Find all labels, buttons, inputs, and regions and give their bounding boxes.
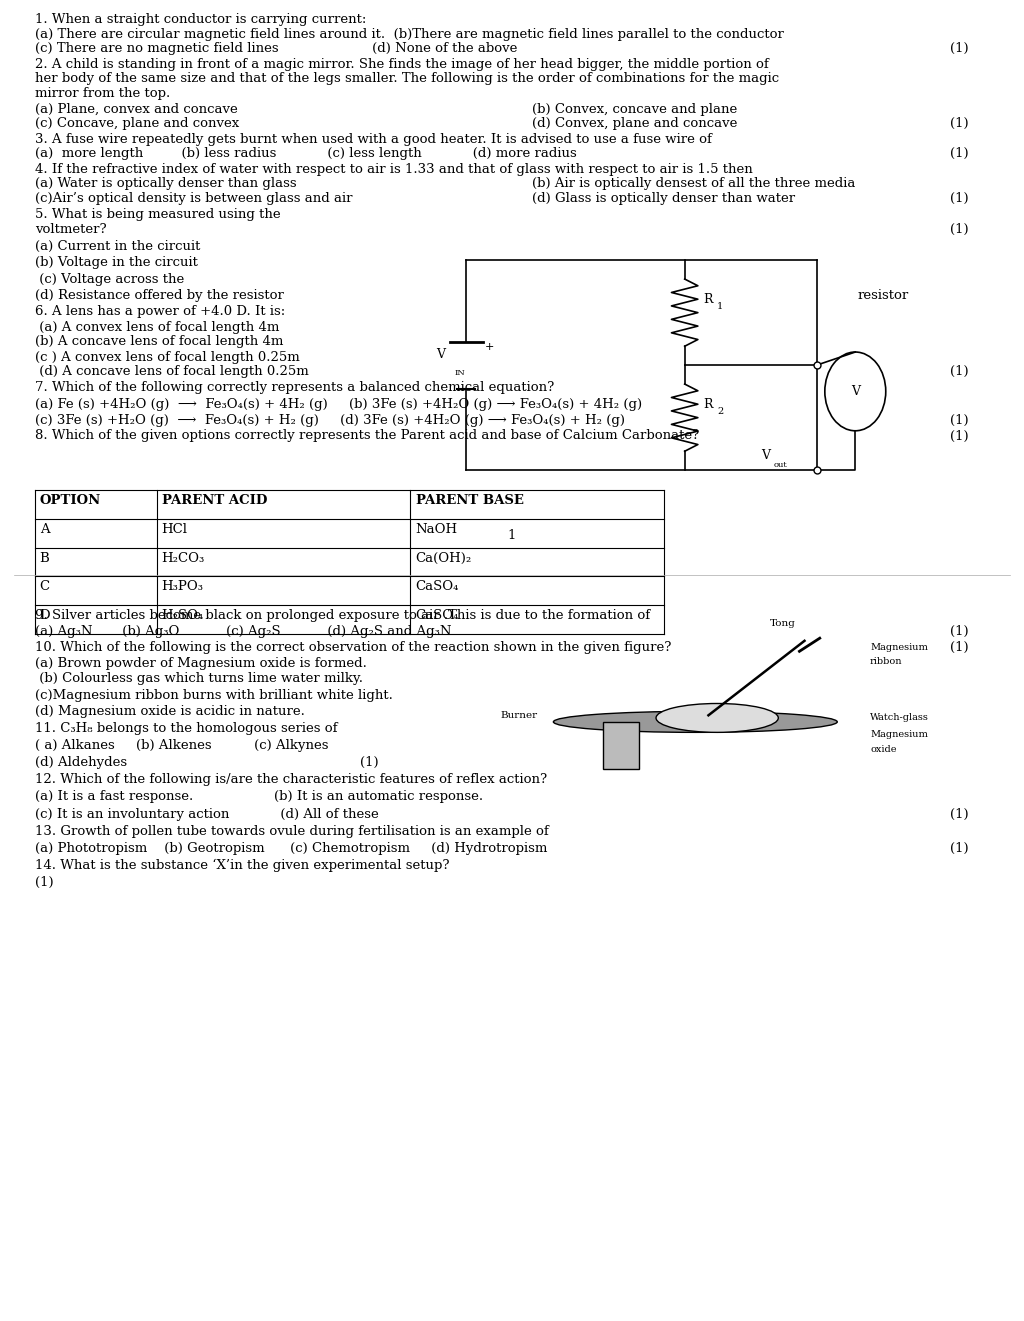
Text: (1): (1) [950, 365, 969, 378]
Text: (a)  more length         (b) less radius            (c) less length            (: (a) more length (b) less radius (c) less… [35, 147, 577, 160]
Text: oxide: oxide [870, 745, 897, 754]
Text: 1: 1 [717, 301, 723, 310]
Ellipse shape [553, 712, 838, 732]
Text: PARENT BASE: PARENT BASE [416, 494, 523, 507]
Text: (1): (1) [950, 147, 969, 160]
Text: Tong: Tong [770, 620, 796, 629]
Text: (1): (1) [950, 429, 969, 443]
Text: (d) Aldehydes: (d) Aldehydes [35, 757, 127, 769]
Text: (d) Glass is optically denser than water: (d) Glass is optically denser than water [532, 192, 796, 205]
Text: R: R [702, 293, 713, 306]
Text: (1): (1) [950, 625, 969, 638]
Text: IN: IN [454, 369, 465, 376]
Text: 6. A lens has a power of +4.0 D. It is:: 6. A lens has a power of +4.0 D. It is: [35, 305, 285, 318]
Text: 14. What is the substance ‘X’in the given experimental setup?: 14. What is the substance ‘X’in the give… [35, 859, 450, 872]
Text: ( a) Alkanes     (b) Alkenes          (c) Alkynes: ( a) Alkanes (b) Alkenes (c) Alkynes [35, 740, 328, 752]
Text: (c) Concave, plane and convex: (c) Concave, plane and convex [35, 118, 239, 129]
Text: 4. If the refractive index of water with respect to air is 1.33 and that of glas: 4. If the refractive index of water with… [35, 162, 753, 176]
Text: 2. A child is standing in front of a magic mirror. She finds the image of her he: 2. A child is standing in front of a mag… [35, 58, 768, 71]
Text: (a) Water is optically denser than glass: (a) Water is optically denser than glass [35, 177, 296, 190]
Text: (a) Brown powder of Magnesium oxide is formed.: (a) Brown powder of Magnesium oxide is f… [35, 657, 367, 670]
Text: Magnesium: Magnesium [870, 643, 928, 651]
Text: (1): (1) [359, 757, 378, 769]
Text: Magnesium: Magnesium [870, 731, 928, 740]
Text: (1): (1) [950, 192, 969, 205]
Text: H₂CO₃: H₂CO₃ [162, 552, 205, 564]
Ellipse shape [656, 704, 778, 732]
Text: 1. When a straight conductor is carrying current:: 1. When a straight conductor is carrying… [35, 13, 366, 26]
Text: voltmeter?: voltmeter? [35, 223, 106, 236]
Text: 10. Which of the following is the correct observation of the reaction shown in t: 10. Which of the following is the correc… [35, 641, 671, 654]
Text: resistor: resistor [857, 289, 908, 303]
Text: (a) Phototropism    (b) Geotropism      (c) Chemotropism     (d) Hydrotropism: (a) Phototropism (b) Geotropism (c) Chem… [35, 841, 547, 855]
Text: (a) It is a fast response.                   (b) It is an automatic response.: (a) It is a fast response. (b) It is an … [35, 790, 482, 803]
Text: (1): (1) [950, 807, 969, 820]
Text: (c ) A convex lens of focal length 0.25m: (c ) A convex lens of focal length 0.25m [35, 350, 299, 363]
Text: B: B [40, 552, 49, 564]
Text: (a) A convex lens of focal length 4m: (a) A convex lens of focal length 4m [35, 321, 279, 333]
Text: 2: 2 [717, 407, 723, 416]
Text: PARENT ACID: PARENT ACID [162, 494, 267, 507]
Text: (1): (1) [950, 118, 969, 129]
Text: (c) It is an involuntary action            (d) All of these: (c) It is an involuntary action (d) All … [35, 807, 379, 820]
Text: (c)Air’s optical density is between glass and air: (c)Air’s optical density is between glas… [35, 192, 352, 205]
Text: (1): (1) [950, 841, 969, 855]
Text: Burner: Burner [501, 711, 538, 720]
Text: 13. Growth of pollen tube towards ovule during fertilisation is an example of: 13. Growth of pollen tube towards ovule … [35, 824, 549, 838]
Text: out: out [774, 461, 787, 469]
Text: OPTION: OPTION [40, 494, 101, 507]
Text: 7. Which of the following correctly represents a balanced chemical equation?: 7. Which of the following correctly repr… [35, 380, 554, 394]
Text: (c) 3Fe (s) +H₂O (g)  ⟶  Fe₃O₄(s) + H₂ (g)     (d) 3Fe (s) +4H₂O (g) ⟶ Fe₃O₄(s) : (c) 3Fe (s) +H₂O (g) ⟶ Fe₃O₄(s) + H₂ (g)… [35, 413, 625, 427]
Text: ribbon: ribbon [870, 658, 902, 666]
Text: CaSO₄: CaSO₄ [416, 580, 459, 593]
Text: Watch-glass: Watch-glass [870, 713, 929, 723]
Text: Ca(OH)₂: Ca(OH)₂ [416, 552, 472, 564]
Text: (c)Magnesium ribbon burns with brilliant white light.: (c)Magnesium ribbon burns with brilliant… [35, 690, 392, 703]
Text: D: D [40, 609, 50, 622]
Text: (a) Fe (s) +4H₂O (g)  ⟶  Fe₃O₄(s) + 4H₂ (g)     (b) 3Fe (s) +4H₂O (g) ⟶ Fe₃O₄(s): (a) Fe (s) +4H₂O (g) ⟶ Fe₃O₄(s) + 4H₂ (g… [35, 398, 642, 411]
Text: (b) Colourless gas which turns lime water milky.: (b) Colourless gas which turns lime wate… [35, 672, 362, 686]
Text: V: V [761, 449, 770, 462]
Text: (1): (1) [950, 413, 969, 427]
Text: (d) A concave lens of focal length 0.25m: (d) A concave lens of focal length 0.25m [35, 365, 308, 378]
Text: V: V [851, 384, 860, 398]
Text: (d) Magnesium oxide is acidic in nature.: (d) Magnesium oxide is acidic in nature. [35, 705, 304, 719]
Text: V: V [436, 349, 445, 361]
Text: CaSO₄: CaSO₄ [416, 609, 459, 622]
Bar [603, 721, 639, 769]
Text: mirror from the top.: mirror from the top. [35, 87, 170, 100]
Text: 5. What is being measured using the: 5. What is being measured using the [35, 207, 281, 221]
Text: (b) Air is optically densest of all the three media: (b) Air is optically densest of all the … [532, 177, 856, 190]
Text: (d) Resistance offered by the resistor: (d) Resistance offered by the resistor [35, 289, 284, 303]
Text: (1): (1) [950, 223, 969, 236]
Text: 8. Which of the given options correctly represents the Parent acid and base of C: 8. Which of the given options correctly … [35, 429, 699, 443]
Text: 9. Silver articles become black on prolonged exposure to air .This is due to the: 9. Silver articles become black on prolo… [35, 609, 650, 622]
Text: (c) Voltage across the: (c) Voltage across the [35, 273, 184, 287]
Text: A: A [40, 523, 49, 536]
Text: (b) Convex, concave and plane: (b) Convex, concave and plane [532, 103, 737, 116]
Text: (1): (1) [950, 42, 969, 55]
Text: (1): (1) [35, 876, 53, 889]
Text: (a) There are circular magnetic field lines around it.  (b)There are magnetic fi: (a) There are circular magnetic field li… [35, 28, 783, 41]
Text: (b) A concave lens of focal length 4m: (b) A concave lens of focal length 4m [35, 336, 283, 347]
Text: (d) Convex, plane and concave: (d) Convex, plane and concave [532, 118, 737, 129]
Text: HCl: HCl [162, 523, 187, 536]
Text: H₃PO₃: H₃PO₃ [162, 580, 204, 593]
Text: her body of the same size and that of the legs smaller. The following is the ord: her body of the same size and that of th… [35, 73, 779, 86]
Text: NaOH: NaOH [416, 523, 458, 536]
Text: 3. A fuse wire repeatedly gets burnt when used with a good heater. It is advised: 3. A fuse wire repeatedly gets burnt whe… [35, 133, 712, 145]
Text: 1: 1 [508, 530, 516, 542]
Text: (c) There are no magnetic field lines                      (d) None of the above: (c) There are no magnetic field lines (d… [35, 42, 517, 55]
Text: (a) Plane, convex and concave: (a) Plane, convex and concave [35, 103, 238, 116]
Text: H₂SO₄: H₂SO₄ [162, 609, 204, 622]
Text: 11. C₃H₈ belongs to the homologous series of: 11. C₃H₈ belongs to the homologous serie… [35, 723, 337, 736]
Text: +: + [484, 342, 494, 351]
Text: C: C [40, 580, 50, 593]
Text: (a) Ag₃N       (b) Ag₃O           (c) Ag₂S           (d) Ag₂S and Ag₃N: (a) Ag₃N (b) Ag₃O (c) Ag₂S (d) Ag₂S and … [35, 625, 452, 638]
Text: R: R [702, 398, 713, 411]
Text: (b) Voltage in the circuit: (b) Voltage in the circuit [35, 256, 198, 269]
Text: (1): (1) [950, 641, 969, 654]
Text: 12. Which of the following is/are the characteristic features of reflex action?: 12. Which of the following is/are the ch… [35, 773, 547, 786]
Text: (a) Current in the circuit: (a) Current in the circuit [35, 240, 200, 254]
